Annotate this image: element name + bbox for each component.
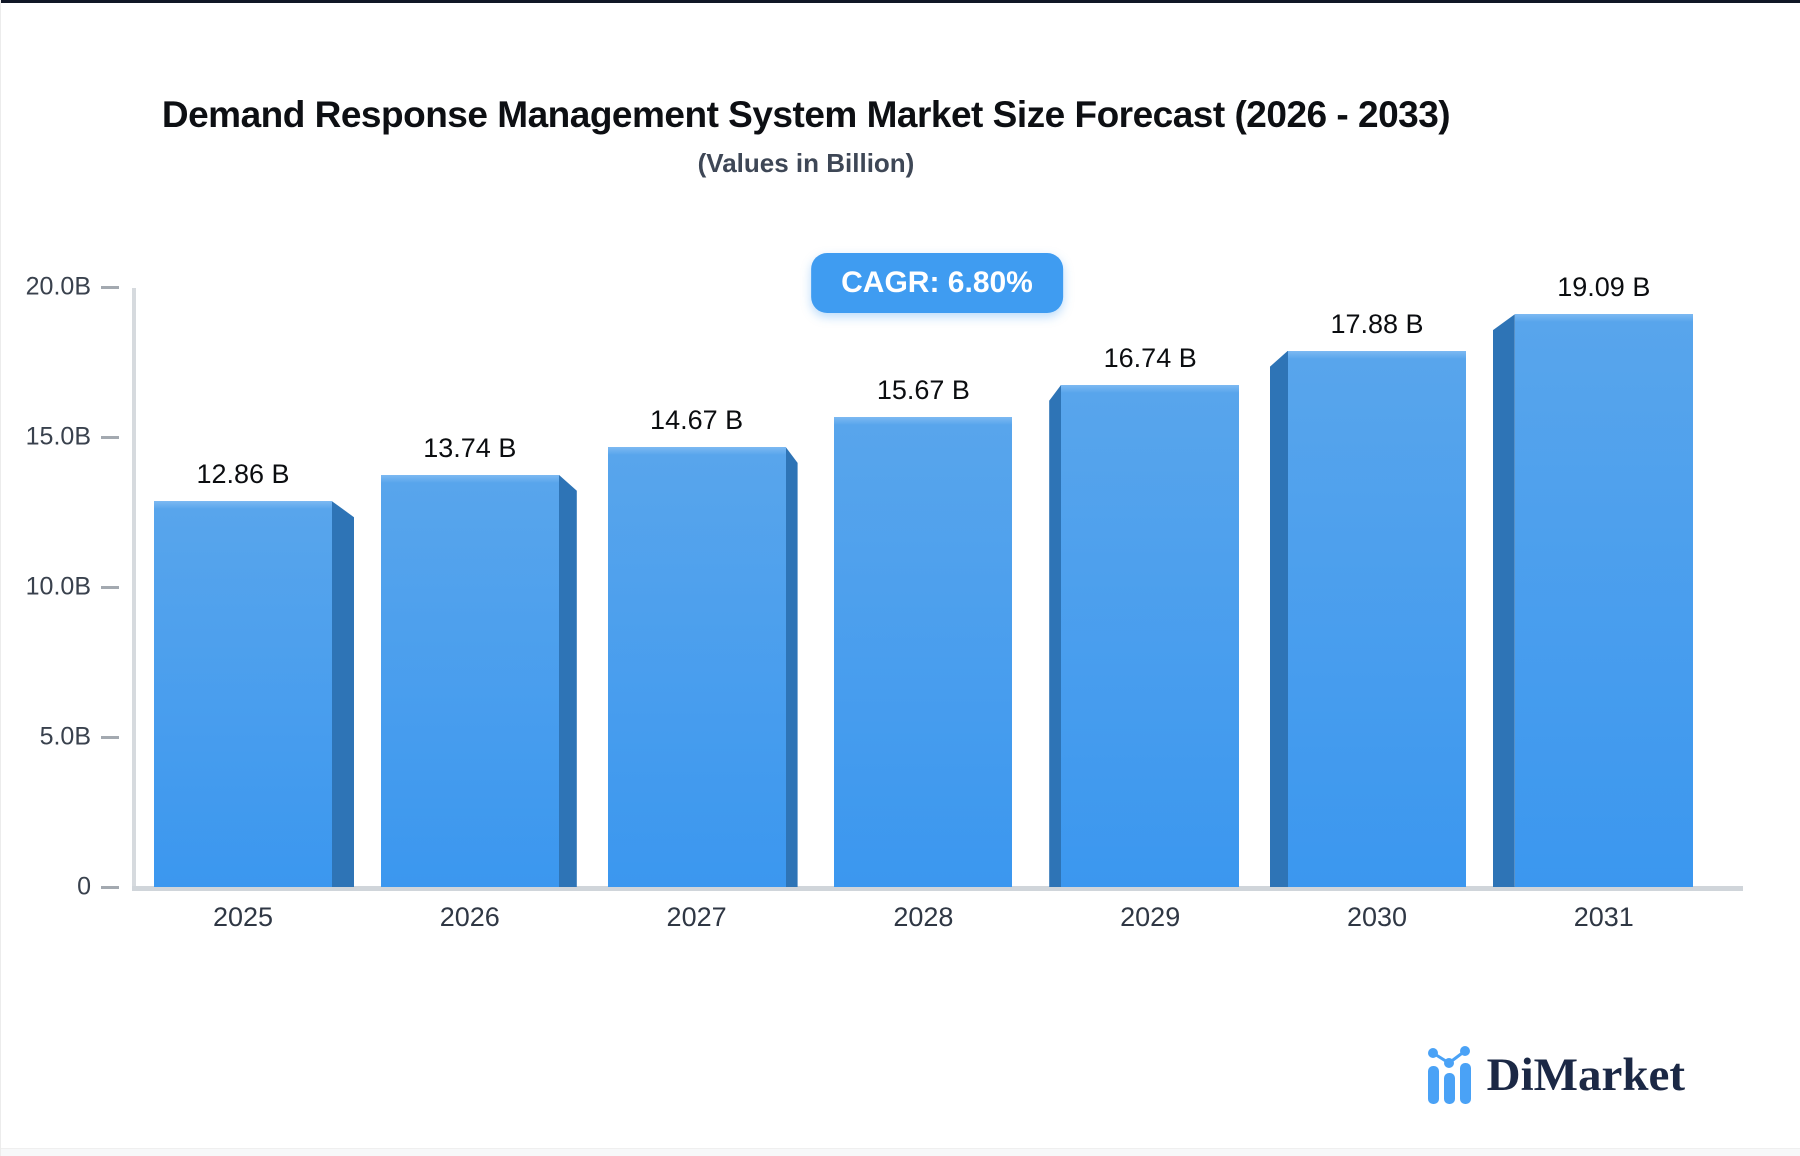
x-axis-line: [132, 886, 1743, 891]
y-axis-tick-label: 0: [77, 872, 91, 901]
bar-value-label: 13.74 B: [423, 432, 517, 463]
bar-value-label: 16.74 B: [1103, 342, 1197, 373]
x-axis-label: 2030: [1346, 902, 1408, 932]
y-axis-tick-label: 5.0B: [39, 722, 91, 751]
bar-2028[interactable]: [834, 416, 1013, 887]
top-edge-line: [1, 0, 1800, 3]
bar-2026[interactable]: [380, 474, 559, 887]
bar-side-face-2031: [1492, 314, 1515, 887]
bar-value-label: 12.86 B: [196, 459, 290, 490]
y-axis-tick-mark: [101, 885, 119, 889]
bottom-edge-line: [1, 1148, 1800, 1156]
y-axis-tick-mark: [101, 735, 119, 739]
x-axis-label: 2031: [1573, 902, 1634, 932]
x-axis-label: 2025: [212, 902, 274, 932]
bar-side-face-2026: [558, 474, 577, 887]
chart-title: Demand Response Management System Market…: [161, 94, 1451, 135]
y-axis-tick-mark: [101, 435, 119, 439]
dimarket-logo-text: DiMarket: [1486, 1048, 1685, 1101]
chart-subtitle: (Values in Billion): [697, 148, 915, 178]
x-axis-label: 2026: [439, 902, 500, 932]
y-axis-tick-label: 20.0B: [25, 272, 91, 301]
bar-2029[interactable]: [1061, 384, 1240, 887]
bar-2030[interactable]: [1288, 350, 1466, 887]
y-axis-tick-mark: [101, 285, 119, 289]
bar-value-label: 14.67 B: [650, 404, 744, 435]
bar-side-face-2027: [785, 446, 798, 887]
x-axis-label: 2027: [666, 902, 727, 932]
brand-logo: DiMarket: [1427, 1046, 1685, 1104]
bar-side-face-2029: [1049, 384, 1062, 887]
bar-2031[interactable]: [1514, 314, 1693, 887]
bar-value-label: 19.09 B: [1557, 272, 1651, 303]
y-axis-tick-mark: [101, 585, 119, 589]
bar-2025[interactable]: [154, 501, 332, 887]
dimarket-logo-icon: [1427, 1046, 1471, 1104]
y-axis-tick-label: 10.0B: [25, 572, 91, 601]
x-axis-label: 2029: [1120, 902, 1181, 932]
x-axis-label: 2028: [893, 902, 954, 932]
y-axis-tick-label: 15.0B: [25, 422, 91, 451]
cagr-badge: CAGR: 6.80%: [811, 253, 1063, 313]
bar-side-face-2025: [332, 501, 354, 887]
bar-2027[interactable]: [607, 446, 786, 887]
bar-value-label: 17.88 B: [1330, 308, 1424, 339]
bar-side-face-2030: [1270, 350, 1288, 887]
bar-value-label: 15.67 B: [876, 374, 970, 405]
y-axis-line: [132, 288, 136, 888]
